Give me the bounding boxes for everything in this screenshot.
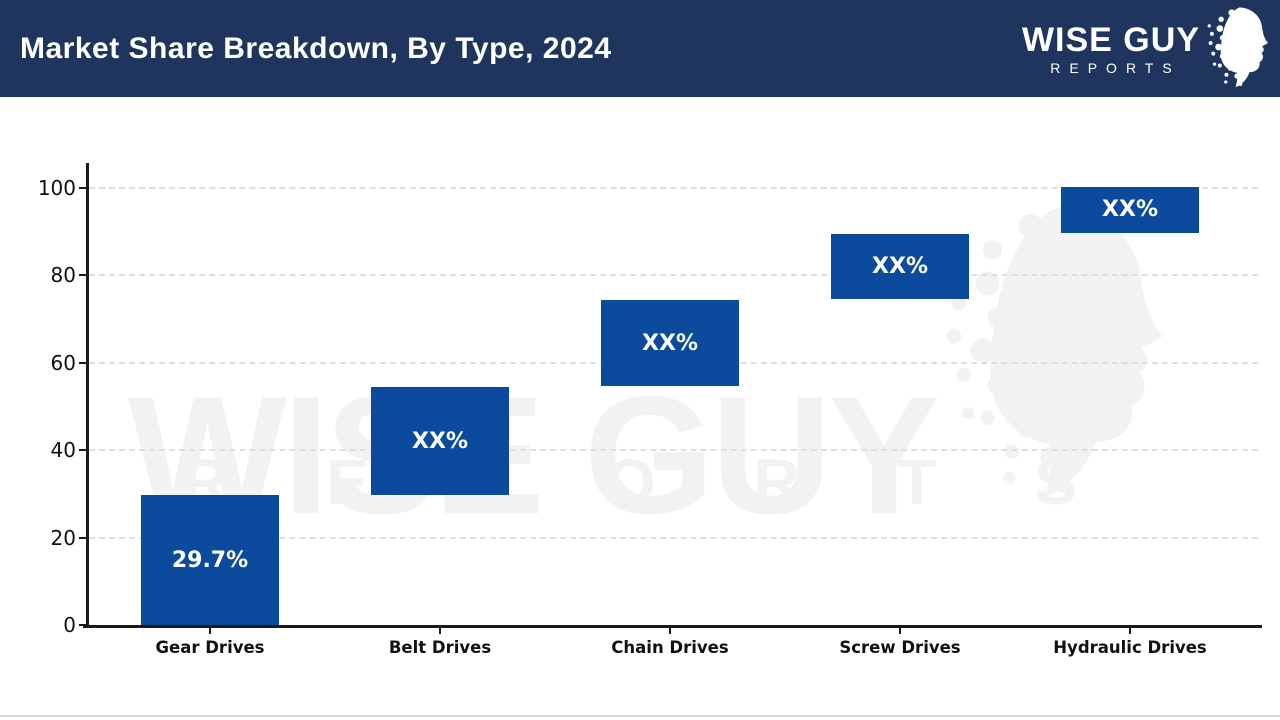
wiseguy-logo: WISE GUY REPORTS: [1022, 6, 1270, 92]
y-tick-mark: [79, 536, 88, 539]
y-tick-mark: [79, 361, 88, 364]
x-tick-mark: [209, 627, 211, 634]
header-bar: Market Share Breakdown, By Type, 2024 WI…: [0, 0, 1280, 97]
logo-head-icon: [1207, 6, 1269, 87]
x-axis-line: [83, 625, 1262, 628]
y-gridline: [89, 186, 1258, 189]
x-axis-label: Chain Drives: [611, 638, 729, 657]
y-tick-mark: [79, 274, 88, 276]
x-tick-mark: [899, 627, 901, 634]
y-tick-label: 80: [50, 263, 76, 287]
y-tick-mark: [79, 449, 88, 451]
x-axis-label: Belt Drives: [388, 638, 492, 657]
x-axis-label: Gear Drives: [155, 638, 265, 657]
y-tick-label: 20: [50, 525, 76, 550]
bar-belt-drives: XX%: [371, 387, 509, 496]
page-title: Market Share Breakdown, By Type, 2024: [20, 31, 612, 65]
bar-value-label: XX%: [412, 428, 468, 454]
bar-hydraulic-drives: XX%: [1061, 186, 1199, 233]
y-tick-mark: [79, 186, 88, 189]
y-tick-label: 100: [37, 175, 76, 200]
y-tick-label: 40: [50, 438, 76, 462]
y-tick-label: 60: [50, 350, 76, 375]
y-tick-mark: [79, 624, 88, 626]
y-axis-line: [86, 163, 89, 627]
bar-screw-drives: XX%: [831, 233, 969, 300]
bar-value-label: 29.7%: [171, 547, 249, 573]
bar-chain-drives: XX%: [601, 299, 739, 387]
logo-subtitle: REPORTS: [1050, 59, 1181, 76]
logo-wordmark: WISE GUY: [1021, 20, 1200, 59]
y-tick-label: 0: [63, 613, 76, 637]
bar-value-label: XX%: [872, 253, 928, 279]
bottom-divider: [0, 715, 1280, 717]
x-axis-label: Screw Drives: [839, 638, 961, 657]
bar-value-label: XX%: [642, 330, 698, 356]
y-gridline: [89, 274, 1258, 276]
y-gridline: [89, 449, 1258, 451]
x-axis-label: Hydraulic Drives: [1053, 638, 1207, 657]
x-tick-mark: [669, 627, 671, 634]
y-gridline: [89, 536, 1258, 539]
x-tick-mark: [1129, 627, 1131, 634]
bar-gear-drives: 29.7%: [141, 495, 279, 625]
logo-text: WISE GUY REPORTS: [1022, 23, 1200, 75]
bar-value-label: XX%: [1102, 197, 1158, 223]
x-tick-mark: [439, 627, 441, 634]
